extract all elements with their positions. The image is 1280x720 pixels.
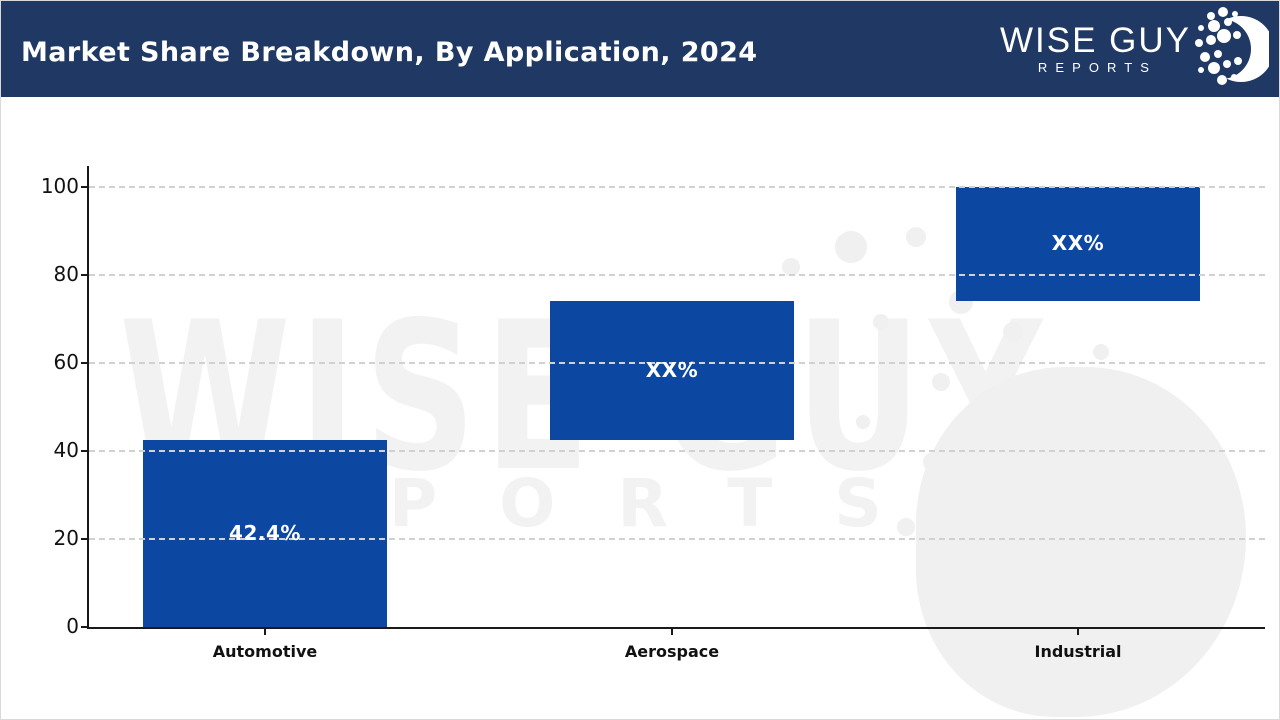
gridline-20 [89, 538, 1265, 540]
y-axis-tick [81, 626, 89, 628]
gridline-80 [89, 274, 1265, 276]
y-axis-tick [81, 186, 89, 188]
wiseguy-logo: WISE GUY REPORTS [1000, 7, 1269, 91]
logo-wordmark: WISE GUY REPORTS [999, 21, 1191, 75]
logo-face-icon [1193, 7, 1269, 85]
x-axis-line [87, 627, 1265, 629]
watermark-dot [897, 518, 915, 536]
page-title: Market Share Breakdown, By Application, … [21, 37, 758, 68]
y-axis-tick-label: 20 [53, 526, 79, 550]
y-axis-tick [81, 274, 89, 276]
watermark-dot [1003, 322, 1023, 342]
y-axis-tick [81, 362, 89, 364]
y-axis-tick-label: 100 [40, 174, 79, 198]
logo-wordmark-line1: WISE GUY [999, 21, 1191, 61]
watermark-dot [856, 415, 870, 429]
watermark-dot [873, 314, 889, 330]
category-label-industrial: Industrial [1034, 642, 1122, 661]
watermark-dot [906, 227, 926, 247]
watermark-face-blob [916, 367, 1246, 717]
bar-aerospace [550, 300, 794, 441]
gridline-40 [89, 450, 1265, 452]
watermark-dot [782, 258, 800, 276]
market-share-chart: WISE GUY REPORTS 0 20 40 60 80 100 42.4% Automo… [1, 97, 1279, 719]
x-axis-tick [264, 627, 266, 635]
category-label-automotive: Automotive [212, 642, 318, 661]
watermark-dot [835, 231, 867, 263]
watermark-dot [1093, 344, 1109, 360]
category-label-aerospace: Aerospace [624, 642, 720, 661]
bar-value-label: XX% [645, 357, 699, 382]
header: Market Share Breakdown, By Application, … [1, 1, 1279, 97]
y-axis-tick [81, 538, 89, 540]
x-axis-tick [1077, 627, 1079, 635]
y-axis-line [87, 166, 89, 629]
x-axis-tick [671, 627, 673, 635]
y-axis-tick-label: 0 [66, 614, 79, 638]
y-axis-tick [81, 450, 89, 452]
bar-value-label: XX% [1051, 230, 1105, 255]
bar-value-label: 42.4% [229, 520, 301, 545]
y-axis-tick-label: 60 [53, 350, 79, 374]
bar-industrial [956, 187, 1200, 301]
gridline-60 [89, 362, 1265, 364]
watermark-dot [932, 373, 950, 391]
logo-wordmark-line2: REPORTS [1037, 59, 1157, 75]
gridline-100 [89, 186, 1265, 188]
y-axis-tick-label: 80 [53, 262, 79, 286]
bar-automotive [143, 440, 387, 627]
y-axis-tick-label: 40 [53, 438, 79, 462]
